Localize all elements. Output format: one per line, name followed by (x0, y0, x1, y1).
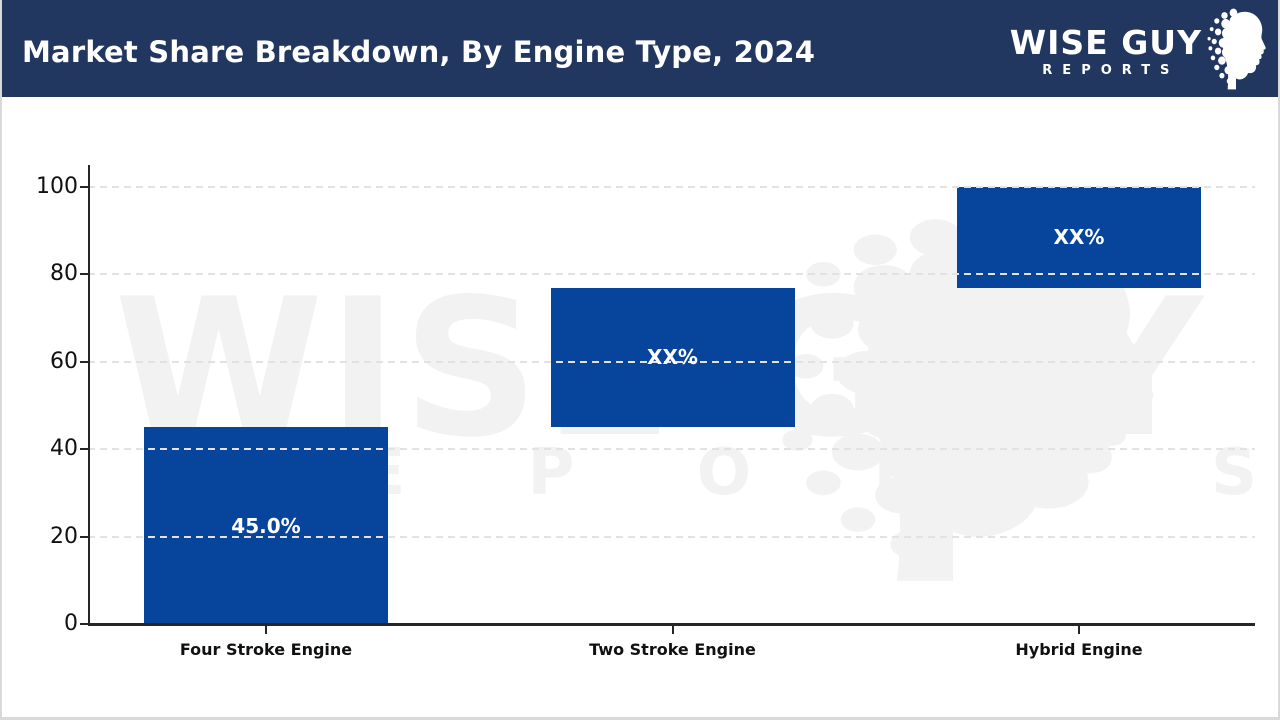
logo-subtext: REPORTS (1042, 62, 1180, 78)
gridline-20 (88, 535, 1255, 538)
logo-wordmark: WISE GUY (1009, 22, 1202, 62)
x-tickmark-1 (265, 626, 267, 634)
x-axis-line (88, 623, 1255, 626)
category-label-1: Four Stroke Engine (179, 640, 353, 659)
gridline-100 (88, 186, 1255, 188)
category-label-2: Two Stroke Engine (589, 640, 756, 659)
y-tickmark-60 (80, 360, 88, 363)
bar-segment-1 (144, 427, 388, 624)
y-tickmark-100 (80, 186, 88, 188)
bar-value-label-3: XX% (1053, 225, 1105, 250)
category-label-3: Hybrid Engine (1015, 640, 1143, 659)
gridline-60 (88, 360, 1255, 363)
y-tickmark-80 (80, 273, 88, 276)
y-tick-label-80: 80 (50, 261, 78, 287)
bar-value-label-2: XX% (647, 345, 698, 370)
watermark-face-icon (760, 219, 1154, 581)
y-tick-label-0: 0 (64, 611, 78, 636)
bar-value-label-1: 45.0% (231, 513, 301, 538)
y-tickmark-20 (80, 535, 88, 538)
brand-logo: WISE GUY REPORTS (1010, 8, 1268, 90)
brand-logo-text: WISE GUY REPORTS (1010, 20, 1202, 78)
bar-segment-2 (550, 287, 795, 428)
y-tickmark-40 (80, 448, 88, 451)
header: Market Share Breakdown, By Engine Type, … (2, 0, 1278, 97)
y-tick-label-100: 100 (36, 174, 78, 199)
bar-segment-3 (957, 187, 1201, 288)
x-tickmark-3 (1078, 626, 1080, 634)
y-tick-label-20: 20 (50, 523, 78, 549)
logo-face-icon (1207, 8, 1266, 89)
y-axis-line (88, 165, 90, 626)
gridline-80 (88, 273, 1255, 276)
y-tick-label-60: 60 (50, 348, 78, 374)
x-tickmark-2 (671, 626, 674, 634)
gridline-40 (88, 448, 1255, 451)
y-tickmark-0 (80, 623, 88, 625)
page-title: Market Share Breakdown, By Engine Type, … (22, 34, 816, 69)
y-tick-label-40: 40 (50, 436, 78, 462)
